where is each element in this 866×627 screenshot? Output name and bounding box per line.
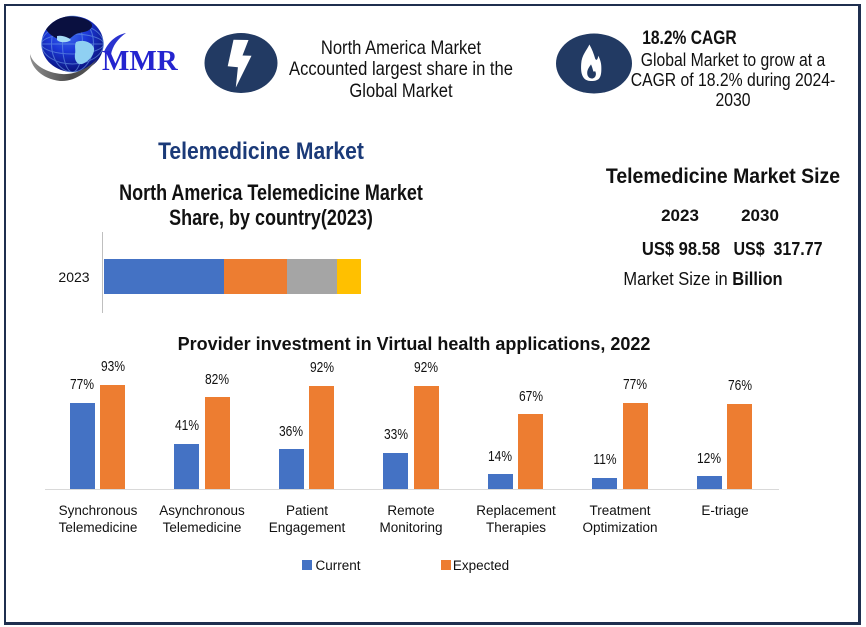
svg-text:MMR: MMR bbox=[102, 45, 179, 77]
